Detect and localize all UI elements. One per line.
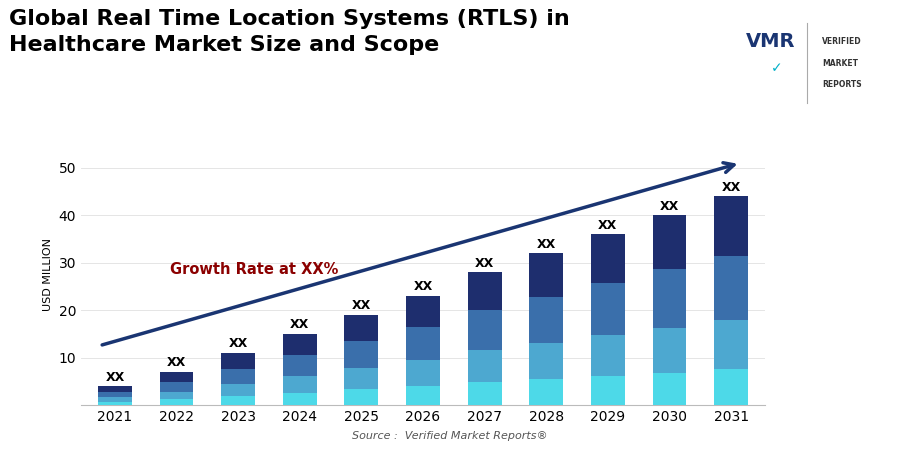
Bar <box>406 296 440 327</box>
Bar <box>715 320 748 369</box>
Bar <box>221 384 255 396</box>
Text: XX: XX <box>660 200 680 213</box>
Text: XX: XX <box>352 299 371 312</box>
Bar <box>715 369 748 405</box>
Bar <box>283 376 317 393</box>
Text: XX: XX <box>105 371 124 384</box>
Bar <box>221 353 255 369</box>
Text: REPORTS: REPORTS <box>823 80 862 89</box>
Bar <box>529 253 563 297</box>
Text: Source :  Verified Market Reports®: Source : Verified Market Reports® <box>352 431 548 441</box>
Bar <box>529 297 563 343</box>
Bar <box>652 215 687 269</box>
Bar <box>406 360 440 386</box>
Bar <box>283 334 317 355</box>
Bar <box>283 393 317 405</box>
Bar <box>468 351 501 382</box>
Bar <box>406 327 440 360</box>
Bar <box>345 368 378 389</box>
Bar <box>221 396 255 405</box>
Bar <box>98 402 131 405</box>
Text: XX: XX <box>536 238 556 251</box>
Bar <box>159 392 194 399</box>
Bar <box>98 392 131 397</box>
Bar <box>98 386 131 391</box>
Y-axis label: USD MILLION: USD MILLION <box>43 238 53 311</box>
Bar <box>159 399 194 405</box>
Bar <box>98 397 131 402</box>
Text: XX: XX <box>722 181 741 194</box>
Bar <box>345 315 378 341</box>
Bar <box>159 372 194 382</box>
Text: Global Real Time Location Systems (RTLS) in
Healthcare Market Size and Scope: Global Real Time Location Systems (RTLS)… <box>9 9 570 54</box>
Text: XX: XX <box>166 356 186 369</box>
Bar <box>715 196 748 256</box>
Bar <box>715 256 748 320</box>
Bar <box>468 272 501 310</box>
Bar <box>529 343 563 379</box>
Bar <box>221 369 255 384</box>
Text: XX: XX <box>229 338 248 351</box>
Bar <box>652 373 687 405</box>
Text: XX: XX <box>413 280 433 293</box>
Text: XX: XX <box>290 319 310 332</box>
Text: XX: XX <box>598 219 617 232</box>
Bar <box>283 355 317 376</box>
Bar <box>591 376 625 405</box>
Text: VMR: VMR <box>745 32 796 51</box>
Bar <box>159 382 194 392</box>
Text: XX: XX <box>475 257 494 270</box>
Bar <box>468 310 501 351</box>
Bar <box>591 335 625 376</box>
Text: MARKET: MARKET <box>823 58 859 68</box>
Bar <box>529 379 563 405</box>
Bar <box>345 389 378 405</box>
Bar <box>468 382 501 405</box>
Bar <box>591 283 625 335</box>
Bar <box>652 269 687 328</box>
Bar <box>591 234 625 283</box>
Bar <box>406 386 440 405</box>
Text: Growth Rate at XX%: Growth Rate at XX% <box>170 262 338 277</box>
Text: ✓: ✓ <box>770 61 782 75</box>
Bar <box>652 328 687 373</box>
Bar <box>345 341 378 368</box>
Text: VERIFIED: VERIFIED <box>823 37 862 46</box>
